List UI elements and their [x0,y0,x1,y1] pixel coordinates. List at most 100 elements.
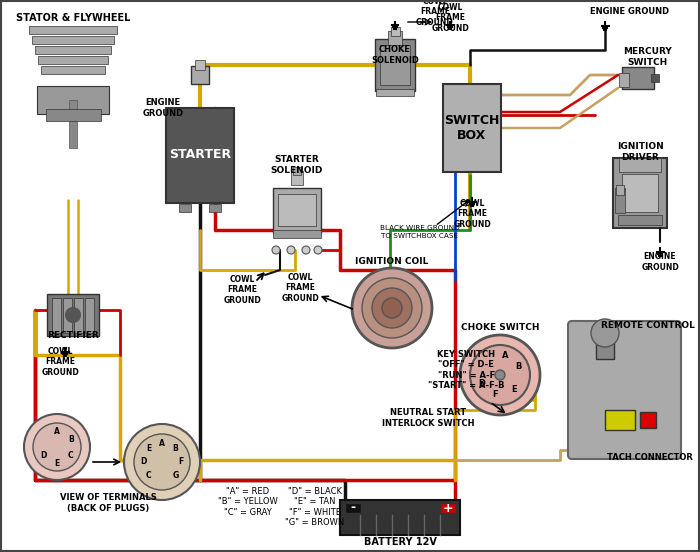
Bar [613,158,667,228]
Bar [47,294,99,336]
Text: VIEW OF TERMINALS
(BACK OF PLUGS): VIEW OF TERMINALS (BACK OF PLUGS) [60,493,156,513]
Bar [41,66,105,74]
Circle shape [134,434,190,490]
Circle shape [124,424,200,500]
Circle shape [33,423,81,471]
Bar [605,410,635,430]
Bar [622,174,658,212]
Text: E: E [146,444,151,453]
Bar [32,36,114,44]
Text: ENGINE GROUND: ENGINE GROUND [590,8,670,17]
Text: C: C [68,450,74,459]
Bar [616,185,624,195]
Bar [293,167,301,175]
Bar [443,84,501,172]
Text: CHOKE SWITCH: CHOKE SWITCH [461,323,539,332]
Bar [640,412,656,428]
Circle shape [591,319,619,347]
Bar [85,298,94,332]
Bar [278,194,316,226]
Text: ENGINE
GROUND: ENGINE GROUND [641,252,679,272]
Bar [651,74,659,82]
Text: MERCURY
SWITCH: MERCURY SWITCH [624,47,673,67]
Circle shape [24,414,90,480]
Text: COWL
FRAME
GROUND: COWL FRAME GROUND [41,347,79,377]
Text: IGNITION COIL: IGNITION COIL [356,257,428,267]
Text: A: A [54,427,60,436]
Text: D: D [478,379,485,388]
Text: G: G [172,471,178,480]
Bar [69,100,77,148]
Bar [273,188,321,232]
Circle shape [66,308,80,322]
Text: IGNITION
DRIVER: IGNITION DRIVER [617,142,664,162]
Bar [622,67,654,89]
Text: D: D [40,450,46,459]
Bar [618,215,662,225]
Circle shape [352,268,432,348]
Bar [46,109,101,121]
Bar [388,31,402,45]
Text: COWL
FRAME
GROUND: COWL FRAME GROUND [416,0,454,27]
Circle shape [287,246,295,254]
Text: COWL
FRAME
GROUND: COWL FRAME GROUND [223,275,261,305]
Bar [37,86,109,114]
Text: F: F [492,390,498,399]
Circle shape [382,298,402,318]
Bar [619,73,629,87]
Text: COWL
FRAME
GROUND: COWL FRAME GROUND [281,273,319,303]
Circle shape [362,278,422,338]
Text: COWL
FRAME
GROUND: COWL FRAME GROUND [453,199,491,229]
Text: BLACK WIRE GROUND
TO SWITCHBOX CASE: BLACK WIRE GROUND TO SWITCHBOX CASE [380,226,460,238]
Bar [345,503,361,513]
Text: BATTERY 12V: BATTERY 12V [363,537,436,547]
FancyBboxPatch shape [568,321,681,459]
Bar [619,158,661,172]
Text: REMOTE CONTROL: REMOTE CONTROL [601,321,695,330]
Text: E: E [55,459,60,468]
Bar [195,60,205,70]
Bar [273,230,321,238]
Bar [38,56,108,64]
Circle shape [460,335,540,415]
Circle shape [372,288,412,328]
Text: RECTIFIER: RECTIFIER [47,331,99,339]
Text: ENGINE
GROUND: ENGINE GROUND [142,98,183,118]
Bar [615,188,625,213]
Circle shape [495,370,505,380]
Text: CHOKE
SOLENOID: CHOKE SOLENOID [371,45,419,65]
Text: KEY SWITCH
"OFF" = D-E
"RUN" = A-F
"START" = A-F-B: KEY SWITCH "OFF" = D-E "RUN" = A-F "STAR… [428,350,505,390]
Bar [62,298,71,332]
Bar [376,88,414,95]
Circle shape [470,345,530,405]
Bar [179,204,191,212]
Text: +: + [442,502,454,514]
Text: "A" = RED
"B" = YELLOW
"C" = GRAY: "A" = RED "B" = YELLOW "C" = GRAY [218,487,278,517]
Circle shape [302,246,310,254]
Circle shape [314,246,322,254]
Bar [209,204,221,212]
Text: COWL
FRAME
GROUND: COWL FRAME GROUND [431,3,469,33]
Text: C: C [146,471,151,480]
Bar [166,108,234,203]
Bar [74,298,83,332]
Bar [340,500,460,535]
Bar [596,331,614,359]
Text: D: D [140,458,146,466]
Bar [391,26,400,35]
Bar [52,298,60,332]
Text: "D" = BLACK
"E" = TAN
"F" = WHITE
"G" = BROWN: "D" = BLACK "E" = TAN "F" = WHITE "G" = … [285,487,344,527]
Text: E: E [511,385,517,394]
Bar [191,66,209,84]
Text: STATOR & FLYWHEEL: STATOR & FLYWHEEL [16,13,130,23]
Bar [440,503,456,513]
Text: STARTER
SOLENOID: STARTER SOLENOID [271,155,323,174]
Bar [380,45,410,85]
Text: STARTER: STARTER [169,148,231,162]
Text: B: B [173,444,178,453]
Text: NEUTRAL START
INTERLOCK SWITCH: NEUTRAL START INTERLOCK SWITCH [382,408,475,428]
Text: SWITCH
BOX: SWITCH BOX [444,114,500,142]
Text: B: B [68,434,74,443]
Bar [29,26,117,34]
Text: A: A [502,351,508,360]
